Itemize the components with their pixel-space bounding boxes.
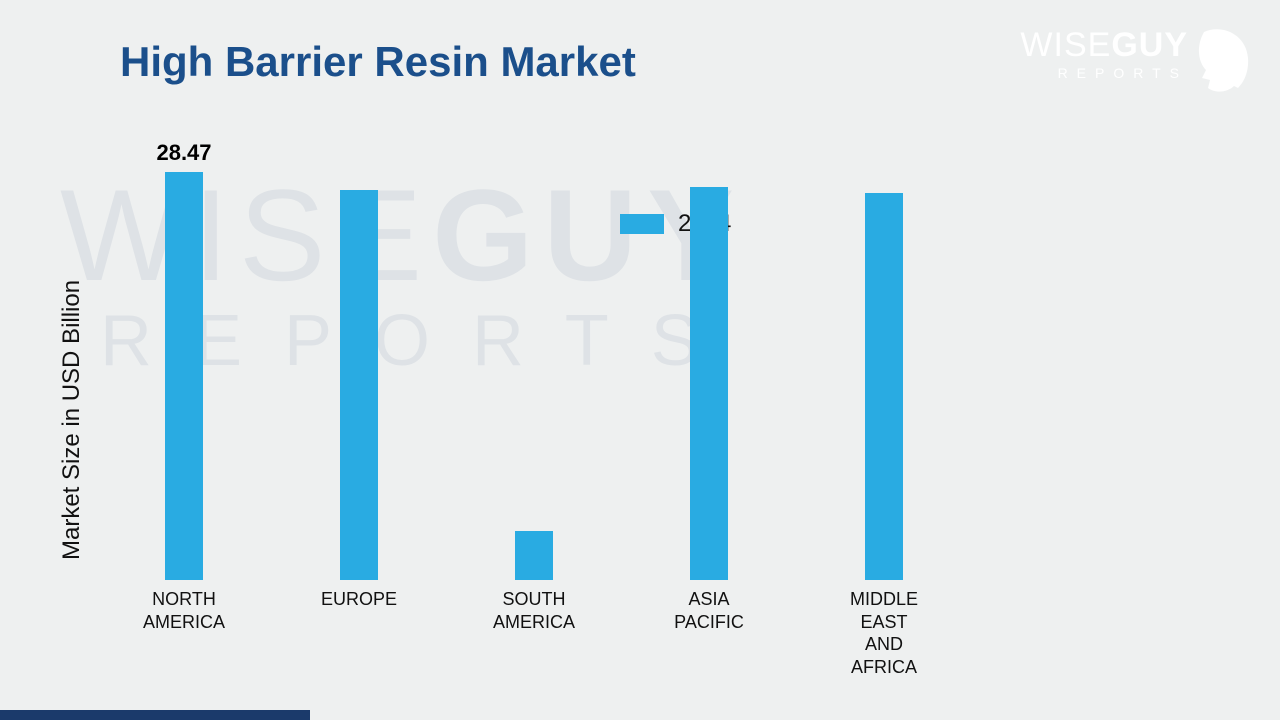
x-tick-label: EUROPE bbox=[279, 588, 439, 611]
x-tick-label: SOUTHAMERICA bbox=[454, 588, 614, 633]
bar-value-label: 28.47 bbox=[144, 140, 224, 166]
brand-block: WISEGUY REPORTS bbox=[1020, 28, 1250, 94]
y-axis-label: Market Size in USD Billion bbox=[58, 280, 86, 560]
brand-head-icon bbox=[1194, 28, 1250, 94]
bar bbox=[690, 187, 728, 580]
bar bbox=[865, 193, 903, 580]
chart-canvas: WISEGUY REPORTS High Barrier Resin Marke… bbox=[0, 0, 1280, 720]
brand-line2: REPORTS bbox=[1020, 66, 1188, 80]
brand-line1a: WISE bbox=[1020, 26, 1111, 64]
x-tick-label: ASIAPACIFIC bbox=[629, 588, 789, 633]
bottom-accent-bar bbox=[0, 710, 310, 720]
bar bbox=[165, 172, 203, 580]
x-tick-label: MIDDLEEASTANDAFRICA bbox=[804, 588, 964, 678]
bar bbox=[515, 531, 553, 580]
x-tick-label: NORTHAMERICA bbox=[104, 588, 264, 633]
brand-line1b: GUY bbox=[1111, 26, 1188, 64]
bar bbox=[340, 190, 378, 580]
plot-area: NORTHAMERICA28.47EUROPESOUTHAMERICAASIAP… bbox=[110, 150, 980, 580]
chart-title: High Barrier Resin Market bbox=[120, 38, 636, 86]
